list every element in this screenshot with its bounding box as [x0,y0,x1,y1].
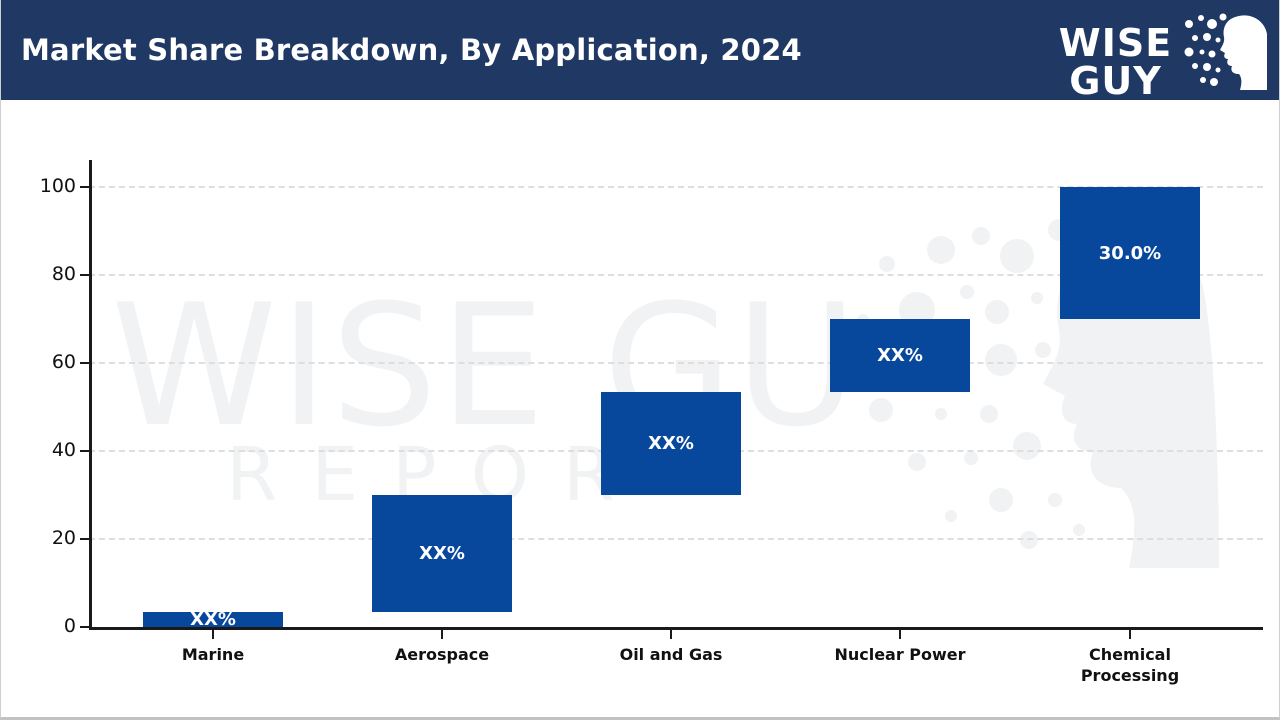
bar-marine: XX% [143,608,283,630]
y-tick-mark-100 [80,186,89,188]
gridline-y-60 [89,362,1263,364]
y-tick-label-0: 0 [63,615,76,637]
bar-value-label: XX% [877,344,923,366]
logo-reports-text: REPORTS [1054,102,1185,117]
waterfall-chart: 0 20 40 60 80 100 XX% Marine XX% Aerospace XX% Oil … [1,100,1279,717]
page-title: Market Share Breakdown, By Application, … [21,33,802,67]
x-tick-mark-3 [670,630,672,639]
y-tick-label-80: 80 [51,263,76,285]
bar-oil-and-gas: XX% [601,391,741,495]
x-tick-mark-5 [1129,630,1131,639]
y-tick-mark-60 [80,362,89,364]
x-tick-mark-2 [441,630,443,639]
gridline-y-80 [89,274,1263,276]
y-tick-label-40: 40 [51,439,76,461]
gridline-y-100 [89,186,1263,188]
y-tick-label-100: 100 [39,175,76,197]
bar-aerospace: XX% [372,495,512,612]
header-bar: Market Share Breakdown, By Application, … [1,0,1279,117]
wise-guy-reports-logo: WISE GUY REPORTS [1013,8,1267,117]
y-tick-label-20: 20 [51,527,76,549]
y-tick-mark-20 [80,538,89,540]
logo-head-icon [1184,13,1267,90]
category-label-2: Aerospace [394,645,490,664]
bar-chemical-processing: 30.0% [1060,187,1200,319]
logo-text: WISE GUY REPORTS [1013,24,1218,117]
x-axis-line [89,627,1263,630]
gridline-y-20 [89,538,1263,540]
bar-nuclear-power: XX% [830,319,970,392]
y-tick-mark-0 [80,626,89,628]
y-axis-line [89,160,92,630]
y-tick-mark-80 [80,274,89,276]
category-label-4: Nuclear Power [834,645,966,664]
bar-value-label: XX% [190,608,236,630]
x-tick-mark-1 [212,630,214,639]
y-tick-label-60: 60 [51,351,76,373]
bar-value-label: XX% [648,432,694,454]
y-tick-mark-40 [80,450,89,452]
category-label-1: Marine [181,645,245,664]
category-label-5: Chemical Processing [1080,645,1180,685]
bar-value-label: 30.0% [1098,242,1162,264]
logo-wiseguy-text: WISE GUY [1058,21,1173,103]
x-tick-mark-4 [899,630,901,639]
bar-value-label: XX% [419,542,465,564]
category-label-3: Oil and Gas [619,645,723,664]
